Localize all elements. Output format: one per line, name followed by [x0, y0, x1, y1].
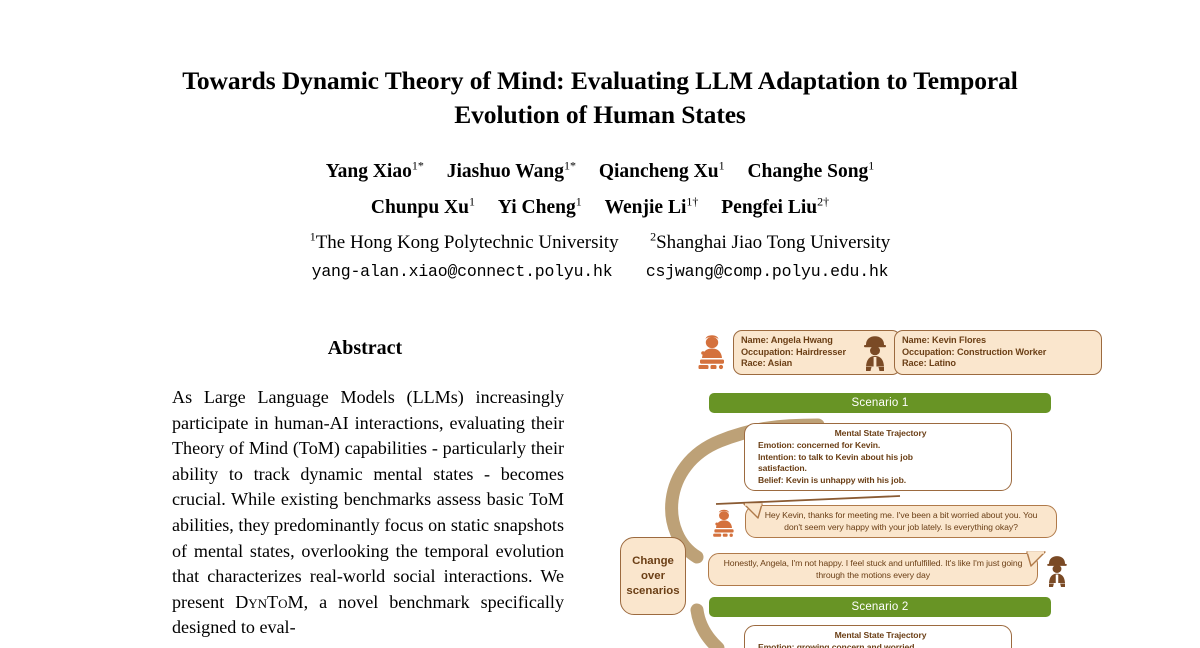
persona-occupation: Occupation: Construction Worker [902, 346, 1047, 357]
benchmark-name: DynToM [235, 591, 304, 612]
author: Yang Xiao1* [325, 158, 424, 182]
mental-state-box-1: Mental State Trajectory Emotion: concern… [744, 423, 1012, 492]
email-line: yang-alan.xiao@connect.polyu.hk csjwang@… [150, 257, 1050, 286]
abstract-body: As Large Language Models (LLMs) increasi… [172, 385, 564, 641]
persona-occupation: Occupation: Hairdresser [741, 346, 846, 357]
author-block: Yang Xiao1* Jiashuo Wang1* Qiancheng Xu1… [150, 150, 1050, 286]
mental-state-intention: Intention: to talk to Kevin about his jo… [758, 451, 913, 462]
overview-figure: Name: Angela Hwang Occupation: Hairdress… [600, 325, 1200, 648]
speech-bubble-tail-left [743, 503, 763, 519]
scenario-bar-2: Scenario 2 [709, 597, 1051, 617]
persona-race: Race: Latino [902, 358, 956, 369]
email-address: yang-alan.xiao@connect.polyu.hk [311, 262, 613, 282]
author: Qiancheng Xu1 [598, 158, 725, 182]
construction-worker-avatar-small [1047, 556, 1067, 587]
author-line-1: Yang Xiao1* Jiashuo Wang1* Qiancheng Xu1… [150, 150, 1050, 187]
email-address: csjwang@comp.polyu.edu.hk [645, 262, 889, 282]
hairdresser-avatar [698, 335, 724, 370]
mental-state-emotion: Emotion: growing concern and worried [758, 642, 915, 648]
author: Pengfei Liu2† [721, 194, 830, 219]
abstract-text-part1: As Large Language Models (LLMs) increasi… [172, 387, 564, 612]
affiliation: 2Shanghai Jiao Tong University [650, 230, 891, 254]
abstract-heading: Abstract [327, 337, 403, 359]
persona-race: Race: Asian [741, 358, 793, 369]
abstract-text-part2: , a novel benchmark specifically designe… [172, 591, 564, 638]
scenario-bar-1: Scenario 1 [709, 393, 1051, 413]
affiliation: 1The Hong Kong Polytechnic University [309, 230, 619, 254]
author: Jiashuo Wang1* [446, 158, 576, 182]
change-over-scenarios-box: Change over scenarios [620, 537, 686, 615]
author: Changhe Song1 [747, 158, 875, 182]
page-title: Towards Dynamic Theory of Mind: Evaluati… [182, 66, 1018, 130]
mental-state-emotion: Emotion: concerned for Kevin. [758, 440, 881, 451]
speech-bubble-angela: Hey Kevin, thanks for meeting me. I've b… [745, 505, 1057, 539]
construction-worker-avatar [864, 336, 886, 371]
mental-state-title: Mental State Trajectory [834, 428, 927, 438]
affiliation-line: 1The Hong Kong Polytechnic University 2S… [150, 223, 1050, 257]
persona-card-kevin: Name: Kevin Flores Occupation: Construct… [894, 330, 1102, 375]
mental-state-belief: Belief: Kevin is unhappy with his job. [758, 474, 907, 485]
speech-bubble-kevin: Honestly, Angela, I'm not happy. I feel … [708, 553, 1038, 587]
author: Yi Cheng1 [497, 194, 582, 219]
hairdresser-avatar-small [713, 509, 734, 537]
author: Wenjie Li1† [604, 194, 699, 219]
persona-name: Name: Kevin Flores [902, 335, 986, 345]
change-over-scenarios-label: Change over scenarios [626, 554, 680, 597]
persona-name: Name: Angela Hwang [741, 335, 833, 345]
author-line-2: Chunpu Xu1 Yi Cheng1 Wenjie Li1† Pengfei… [150, 187, 1050, 224]
speech-bubble-tail-right [1026, 551, 1046, 567]
mental-state-title: Mental State Trajectory [834, 630, 927, 640]
mental-state-intention-cont: satisfaction. [758, 463, 807, 474]
mental-state-box-2: Mental State Trajectory Emotion: growing… [744, 625, 1012, 648]
author: Chunpu Xu1 [370, 194, 475, 219]
